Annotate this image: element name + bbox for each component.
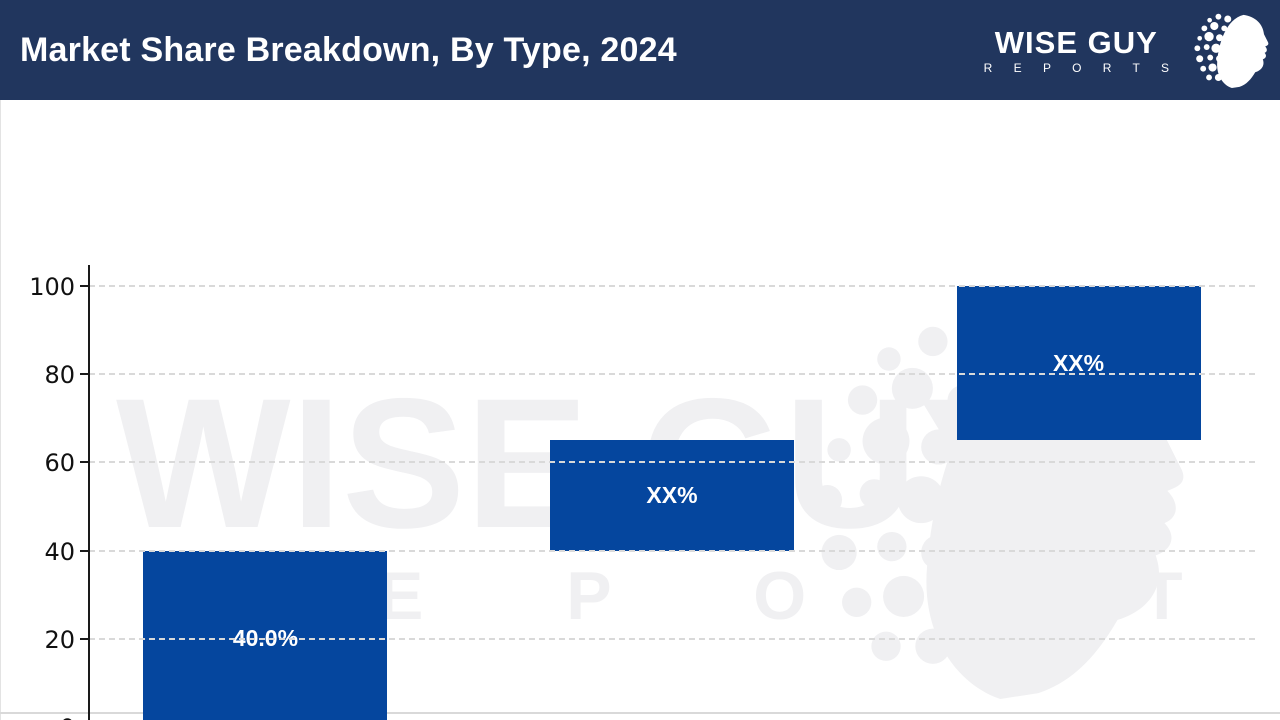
wiseguy-logo-text: WISE GUY R E P O R T S — [975, 27, 1178, 74]
logo-subtitle: R E P O R T S — [983, 60, 1178, 75]
logo-wordmark: WISE GUY — [994, 24, 1158, 60]
bar-3: XX% — [956, 286, 1201, 441]
bar-2: XX% — [550, 440, 794, 551]
bar-value-label: 40.0% — [232, 625, 299, 652]
bar-1: 40.0% — [143, 550, 388, 720]
bottom-rule — [0, 712, 1280, 714]
header-bar: Market Share Breakdown, By Type, 2024 WI… — [0, 0, 1280, 100]
bar-value-label: XX% — [1052, 349, 1105, 376]
wiseguy-logo: WISE GUY R E P O R T S — [975, 12, 1270, 88]
page-title: Market Share Breakdown, By Type, 2024 — [20, 30, 677, 69]
bar-value-label: XX% — [646, 481, 698, 508]
chart-area: WISE GUY R E P O R T S 40.0%XX%XX% — [0, 100, 1280, 720]
wiseguy-face-icon — [1194, 13, 1269, 88]
bars-layer: 40.0% XX% XX% — [1, 100, 1280, 720]
